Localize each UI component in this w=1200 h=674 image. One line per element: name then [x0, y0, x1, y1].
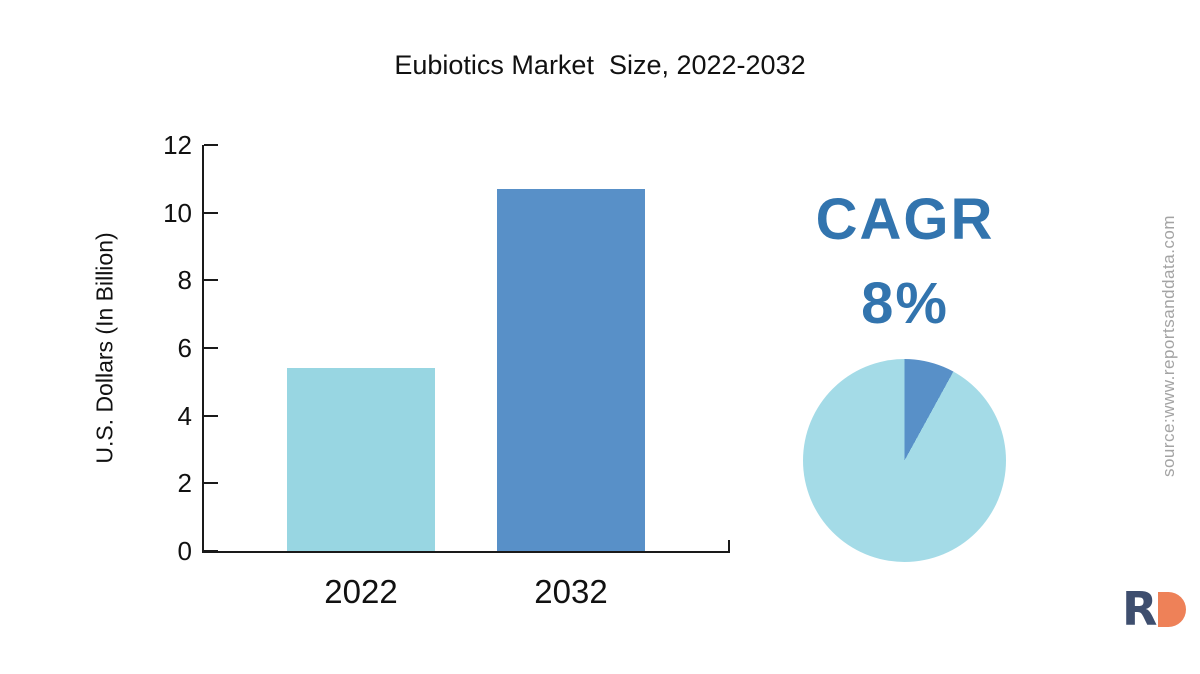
y-axis-tick-label: 0	[177, 536, 192, 566]
chart-title: Eubiotics Market Size, 2022-2032	[394, 50, 806, 80]
y-axis-tick-label: 6	[177, 333, 192, 363]
cagr-label: CAGR	[815, 187, 995, 252]
pie-chart	[803, 359, 1006, 562]
y-axis-tick	[204, 211, 218, 214]
y-axis-tick-label: 10	[163, 197, 192, 228]
y-axis-tick	[204, 279, 218, 282]
y-axis-tick-label: 4	[177, 400, 192, 431]
logo-letter-r: R	[1122, 582, 1157, 636]
cagr-annotation: CAGR 8%	[816, 178, 995, 346]
x-axis-end-tick	[728, 540, 730, 551]
source-attribution: source:www.reportsanddata.com	[1159, 214, 1178, 478]
y-axis-label: U.S. Dollars (In Billion)	[91, 232, 118, 464]
y-axis-tick-label: 2	[177, 468, 192, 499]
brand-logo: R	[1122, 582, 1187, 636]
bar-2032	[497, 189, 645, 551]
y-axis-tick	[204, 414, 218, 417]
bar-2022	[287, 368, 435, 551]
y-axis-tick	[204, 482, 218, 485]
bar-plot-area: 0 2 4 6 8 10 12 2022 2032	[163, 132, 730, 610]
y-axis-tick	[204, 144, 218, 146]
logo-d-shape	[1158, 592, 1187, 627]
cagr-value: 8%	[861, 271, 949, 336]
y-axis-tick	[204, 550, 218, 552]
y-axis-tick-label: 8	[177, 265, 192, 296]
x-axis-label-2022: 2022	[324, 573, 398, 610]
y-axis-tick-label: 12	[163, 130, 192, 160]
y-axis-tick	[204, 347, 218, 349]
x-axis-label-2032: 2032	[534, 573, 608, 610]
